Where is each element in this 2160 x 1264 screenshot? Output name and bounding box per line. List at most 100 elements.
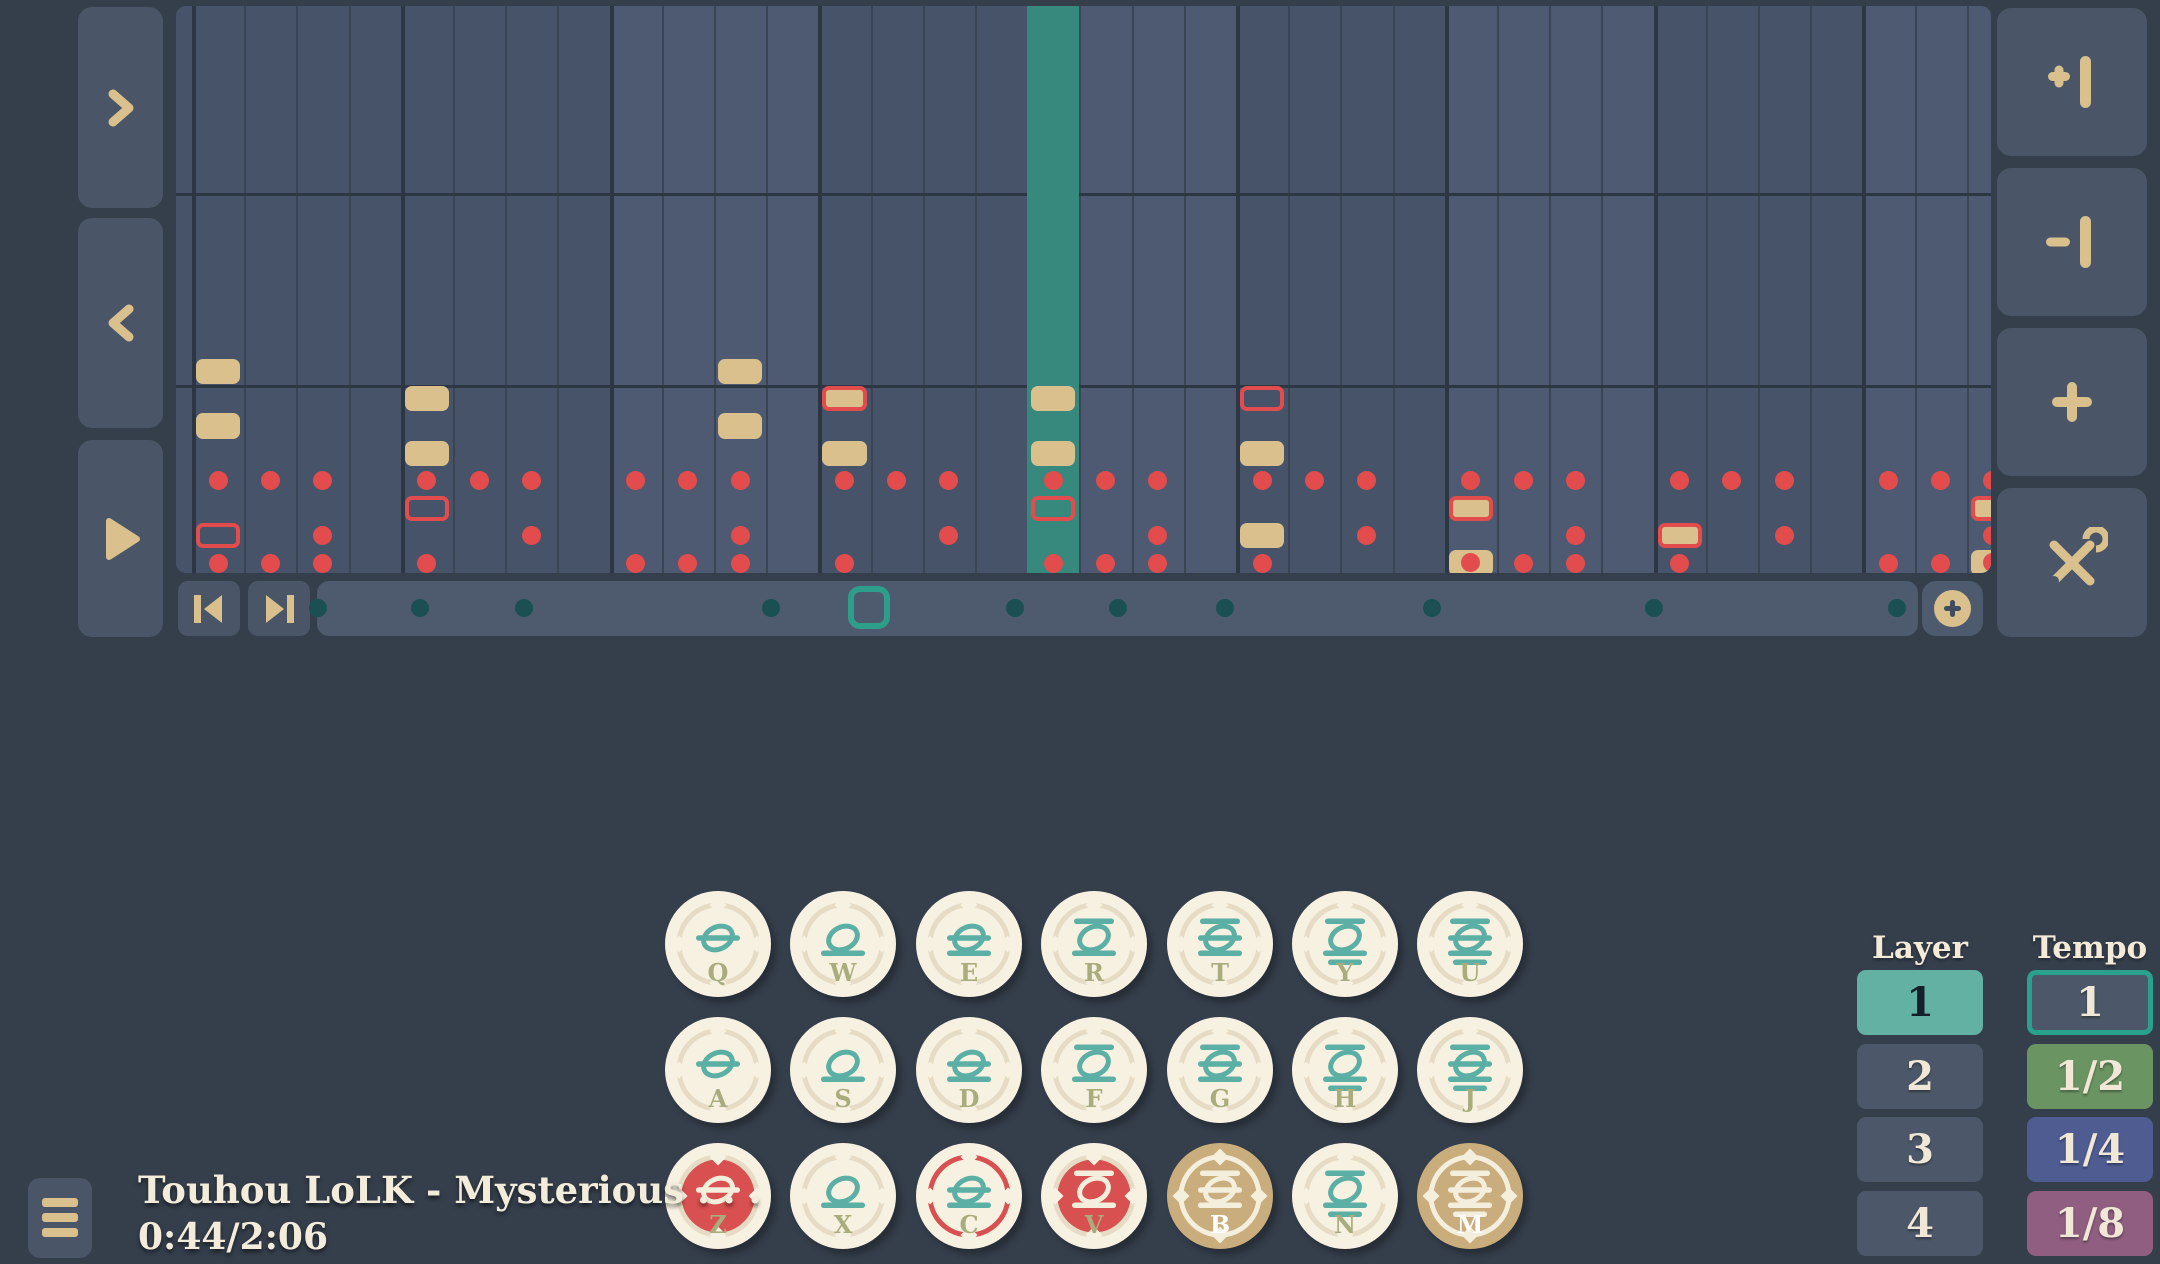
key-coin-M[interactable]: M [1417,1143,1524,1249]
key-coin-G[interactable]: G [1166,1017,1273,1123]
skip-to-start-button[interactable] [178,581,240,636]
sequencer-dot[interactable] [1879,471,1898,491]
sequencer-dot[interactable] [208,471,228,491]
key-coin-J[interactable]: J [1417,1017,1524,1123]
sequencer-dot[interactable] [1565,471,1585,491]
timeline-section-dot[interactable] [1109,599,1127,617]
tempo-option-1[interactable]: 1 [2027,970,2153,1035]
sequencer-dot[interactable] [1931,471,1951,491]
timeline-section-dot[interactable] [309,599,327,617]
sequencer-dot[interactable] [1670,471,1690,491]
sequencer-dot[interactable] [939,471,959,491]
timeline-section-dot[interactable] [1423,599,1441,617]
timeline-section-dot[interactable] [762,599,780,617]
timeline-add-button[interactable] [1922,581,1983,636]
key-coin-S[interactable]: S [790,1017,897,1123]
sequencer-note[interactable] [1240,385,1285,412]
key-coin-C[interactable]: C [915,1143,1022,1249]
key-coin-N[interactable]: N [1292,1143,1398,1249]
sequencer-dot[interactable] [1252,553,1272,573]
sequencer-dot[interactable] [1670,553,1690,573]
key-coin-Z[interactable]: Z [665,1143,771,1249]
sequencer-note[interactable] [404,440,449,467]
sequencer-dot[interactable] [313,526,332,546]
sequencer-dot[interactable] [1357,471,1376,491]
key-coin-B[interactable]: B [1166,1143,1273,1249]
sequencer-grid[interactable] [176,6,1991,573]
key-coin-A[interactable]: A [665,1017,771,1123]
timeline-section-dot[interactable] [1645,599,1663,617]
sequencer-note[interactable] [1448,495,1493,521]
sequencer-dot[interactable] [1096,471,1115,491]
key-coin-T[interactable]: T [1166,891,1273,997]
sequencer-dot[interactable] [208,553,228,573]
sequencer-dot[interactable] [626,471,646,491]
sequencer-dot[interactable] [1983,471,1991,491]
skip-to-end-button[interactable] [248,581,310,636]
sequencer-dot[interactable] [835,471,854,491]
sequencer-dot[interactable] [1096,553,1115,573]
sequencer-dot[interactable] [1043,471,1063,491]
sequencer-note[interactable] [1240,522,1285,549]
sequencer-dot[interactable] [730,553,750,573]
sequencer-note[interactable] [718,358,763,384]
timeline-track[interactable] [309,581,1918,636]
play-button[interactable] [78,440,163,637]
sequencer-note[interactable] [404,385,449,412]
sequencer-note[interactable] [718,413,763,439]
sequencer-dot[interactable] [1565,526,1585,546]
sequencer-dot[interactable] [678,553,698,573]
sequencer-dot[interactable] [1565,553,1585,573]
key-coin-U[interactable]: U [1417,891,1524,997]
sequencer-note[interactable] [1031,495,1076,521]
sequencer-dot[interactable] [1148,526,1168,546]
sequencer-note[interactable] [1970,550,1991,573]
sequencer-dot[interactable] [1043,553,1063,573]
add-bar-button[interactable] [1997,8,2147,156]
scroll-right-button[interactable] [78,7,163,208]
sequencer-note[interactable] [1970,495,1991,521]
layer-option-1[interactable]: 1 [1857,970,1983,1035]
sequencer-dot[interactable] [730,526,750,546]
sequencer-dot[interactable] [626,553,646,573]
sequencer-dot[interactable] [313,553,332,573]
sequencer-dot[interactable] [1148,553,1168,573]
sequencer-dot[interactable] [1931,553,1951,573]
timeline-section-dot[interactable] [515,599,533,617]
remove-bar-button[interactable] [1997,168,2147,316]
menu-button[interactable] [28,1178,92,1258]
timeline-section-dot[interactable] [411,599,429,617]
key-coin-W[interactable]: W [790,891,897,997]
key-coin-H[interactable]: H [1292,1017,1398,1123]
tempo-option-1-8[interactable]: 1/8 [2027,1191,2153,1257]
sequencer-dot[interactable] [521,471,541,491]
sequencer-dot[interactable] [260,553,280,573]
sequencer-dot[interactable] [1774,471,1794,491]
sequencer-dot[interactable] [678,471,698,491]
timeline-section-dot[interactable] [1216,599,1234,617]
sequencer-dot[interactable] [1148,471,1168,491]
timeline-section-dot[interactable] [1888,599,1906,617]
key-coin-Y[interactable]: Y [1292,891,1398,997]
add-button[interactable] [1997,328,2147,476]
key-coin-Q[interactable]: Q [665,891,771,997]
key-coin-V[interactable]: V [1041,1143,1148,1249]
sequencer-note[interactable] [1240,440,1285,467]
key-coin-D[interactable]: D [915,1017,1022,1123]
sequencer-note[interactable] [404,495,449,521]
sequencer-dot[interactable] [417,553,437,573]
timeline-position-marker[interactable] [848,586,890,629]
sequencer-dot[interactable] [1304,471,1324,491]
key-coin-E[interactable]: E [915,891,1022,997]
sequencer-dot[interactable] [521,526,541,546]
sequencer-dot[interactable] [417,471,437,491]
sequencer-note[interactable] [822,440,867,467]
key-coin-F[interactable]: F [1041,1017,1148,1123]
sequencer-dot[interactable] [1513,553,1533,573]
sequencer-note[interactable] [1448,550,1493,573]
sequencer-dot[interactable] [469,471,489,491]
sequencer-note[interactable] [196,358,241,384]
key-coin-X[interactable]: X [790,1143,897,1249]
layer-option-2[interactable]: 2 [1857,1043,1983,1109]
sequencer-note[interactable] [196,522,241,549]
